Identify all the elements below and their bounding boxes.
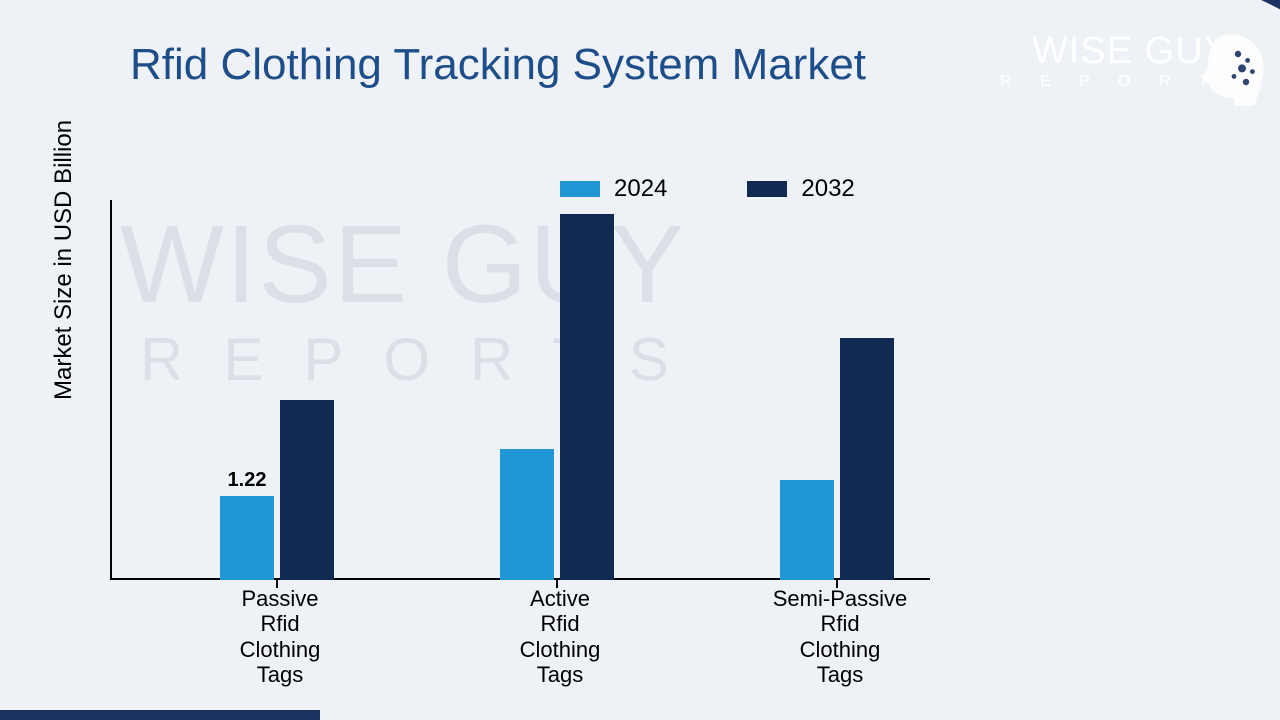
brand-logo: WISE GUY R E P O R T S (1000, 30, 1230, 91)
legend-label-2024: 2024 (614, 175, 667, 203)
legend-label-2032: 2032 (801, 175, 854, 203)
category-label: PassiveRfidClothingTags (200, 580, 360, 687)
chart-canvas: WISE GUY REPORTS WISE GUY R E P O R T S … (0, 0, 1280, 720)
legend-swatch-2024 (560, 181, 600, 197)
bottom-accent-bar (0, 710, 320, 720)
plot-area: 1.22PassiveRfidClothingTags ActiveRfidClo… (110, 200, 930, 580)
category-label: ActiveRfidClothingTags (480, 580, 640, 687)
legend: 2024 2032 (560, 175, 855, 203)
bar-value-label: 1.22 (228, 469, 267, 492)
bar-2032 (280, 400, 334, 580)
legend-swatch-2032 (747, 181, 787, 197)
bar-2032 (840, 338, 894, 580)
bar-2032 (560, 214, 614, 580)
category-label: Semi-PassiveRfidClothingTags (760, 580, 920, 687)
bar-group: ActiveRfidClothingTags (480, 200, 640, 580)
bar-2024 (500, 449, 554, 580)
chart-title: Rfid Clothing Tracking System Market (130, 40, 866, 91)
y-axis-line (110, 200, 112, 580)
y-axis-label: Market Size in USD Billion (50, 120, 78, 400)
bar-group: Semi-PassiveRfidClothingTags (760, 200, 920, 580)
logo-head-icon (1190, 30, 1270, 110)
bar-group: 1.22PassiveRfidClothingTags (200, 200, 360, 580)
legend-item-2032: 2032 (747, 175, 854, 203)
bar-2024 (220, 496, 274, 580)
bar-2024 (780, 480, 834, 580)
legend-item-2024: 2024 (560, 175, 667, 203)
